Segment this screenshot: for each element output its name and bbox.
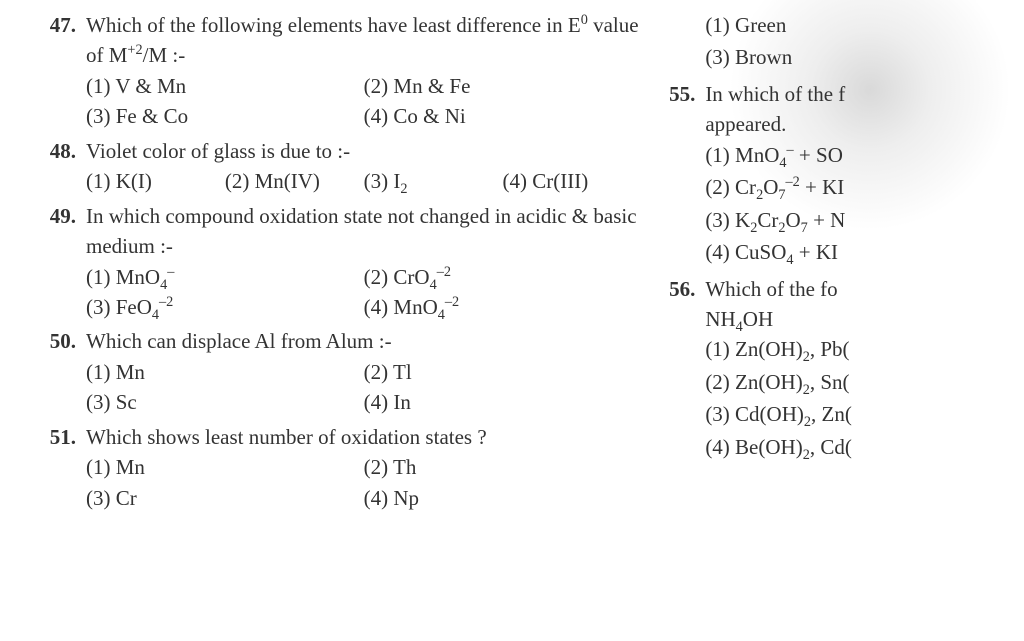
question-number: 47. [30,10,86,132]
question-body: Which of the following elements have lea… [86,10,641,132]
option: (1) K(I) [86,166,225,196]
question-block: 55.In which of the fappeared.(1) MnO4– +… [649,79,1024,270]
option: (2) Zn(OH)2, Sn( [705,367,1024,397]
options: (1) MnO4– + SO(2) Cr2O7–2 + KI(3) K2Cr2O… [705,140,1024,268]
options: (1) K(I)(2) Mn(IV)(3) I2(4) Cr(III) [86,166,641,196]
question-text: Which shows least number of oxidation st… [86,422,641,452]
question-block: 56.Which of the foNH4OH(1) Zn(OH)2, Pb((… [649,274,1024,465]
question-number: 48. [30,136,86,197]
question-block: 48.Violet color of glass is due to :-(1)… [30,136,641,197]
option: (4) Be(OH)2, Cd( [705,432,1024,462]
option: (3) I2 [364,166,503,196]
question-block: 51.Which shows least number of oxidation… [30,422,641,513]
options: (1) Zn(OH)2, Pb((2) Zn(OH)2, Sn((3) Cd(O… [705,334,1024,462]
options: (1) V & Mn(2) Mn & Fe(3) Fe & Co(4) Co &… [86,71,641,132]
question-number: 51. [30,422,86,513]
option: (2) Th [364,452,642,482]
option: (4) In [364,387,642,417]
question-text: Which can displace Al from Alum :- [86,326,641,356]
option: (3) Cr [86,483,364,513]
right-column: (1) Green(3) Brown55.In which of the fap… [641,10,1024,517]
question-body: Violet color of glass is due to :-(1) K(… [86,136,641,197]
option: (3) Fe & Co [86,101,364,131]
partial-options: (1) Green(3) Brown [649,10,1024,75]
option: (3) K2Cr2O7 + N [705,205,1024,235]
option: (4) Co & Ni [364,101,642,131]
question-number: 49. [30,201,86,323]
options: (1) Green(3) Brown [705,10,1024,75]
option: (1) Zn(OH)2, Pb( [705,334,1024,364]
option: (1) MnO4– + SO [705,140,1024,170]
question-block: 49.In which compound oxidation state not… [30,201,641,323]
option: (2) Cr2O7–2 + KI [705,172,1024,202]
option: (3) FeO4–2 [86,292,364,322]
spacer [649,10,705,75]
option: (1) Green [705,10,1024,40]
option: (4) MnO4–2 [364,292,642,322]
question-block: 50.Which can displace Al from Alum :-(1)… [30,326,641,417]
options: (1) MnO4–(2) CrO4–2(3) FeO4–2(4) MnO4–2 [86,262,641,323]
question-body: Which of the foNH4OH(1) Zn(OH)2, Pb((2) … [705,274,1024,465]
question-number: 56. [649,274,705,465]
question-text: In which of the fappeared. [705,79,1024,140]
option: (1) Mn [86,452,364,482]
options: (1) Mn(2) Tl(3) Sc(4) In [86,357,641,418]
page-root: 47.Which of the following elements have … [0,0,1024,517]
question-text: Violet color of glass is due to :- [86,136,641,166]
option: (2) Mn & Fe [364,71,642,101]
option: (2) CrO4–2 [364,262,642,292]
question-body: Which shows least number of oxidation st… [86,422,641,513]
question-number: 55. [649,79,705,270]
option: (3) Sc [86,387,364,417]
option: (1) MnO4– [86,262,364,292]
option: (4) Cr(III) [502,166,641,196]
question-text: Which of the following elements have lea… [86,10,641,71]
question-body: In which of the fappeared.(1) MnO4– + SO… [705,79,1024,270]
option: (2) Mn(IV) [225,166,364,196]
option: (2) Tl [364,357,642,387]
question-text: Which of the foNH4OH [705,274,1024,335]
option: (3) Brown [705,42,1024,72]
question-number: 50. [30,326,86,417]
question-body: In which compound oxidation state not ch… [86,201,641,323]
option: (4) Np [364,483,642,513]
left-column: 47.Which of the following elements have … [30,10,641,517]
question-block: 47.Which of the following elements have … [30,10,641,132]
option: (3) Cd(OH)2, Zn( [705,399,1024,429]
question-text: In which compound oxidation state not ch… [86,201,641,262]
option: (4) CuSO4 + KI [705,237,1024,267]
options: (1) Mn(2) Th(3) Cr(4) Np [86,452,641,513]
question-body: Which can displace Al from Alum :-(1) Mn… [86,326,641,417]
option: (1) V & Mn [86,71,364,101]
option: (1) Mn [86,357,364,387]
